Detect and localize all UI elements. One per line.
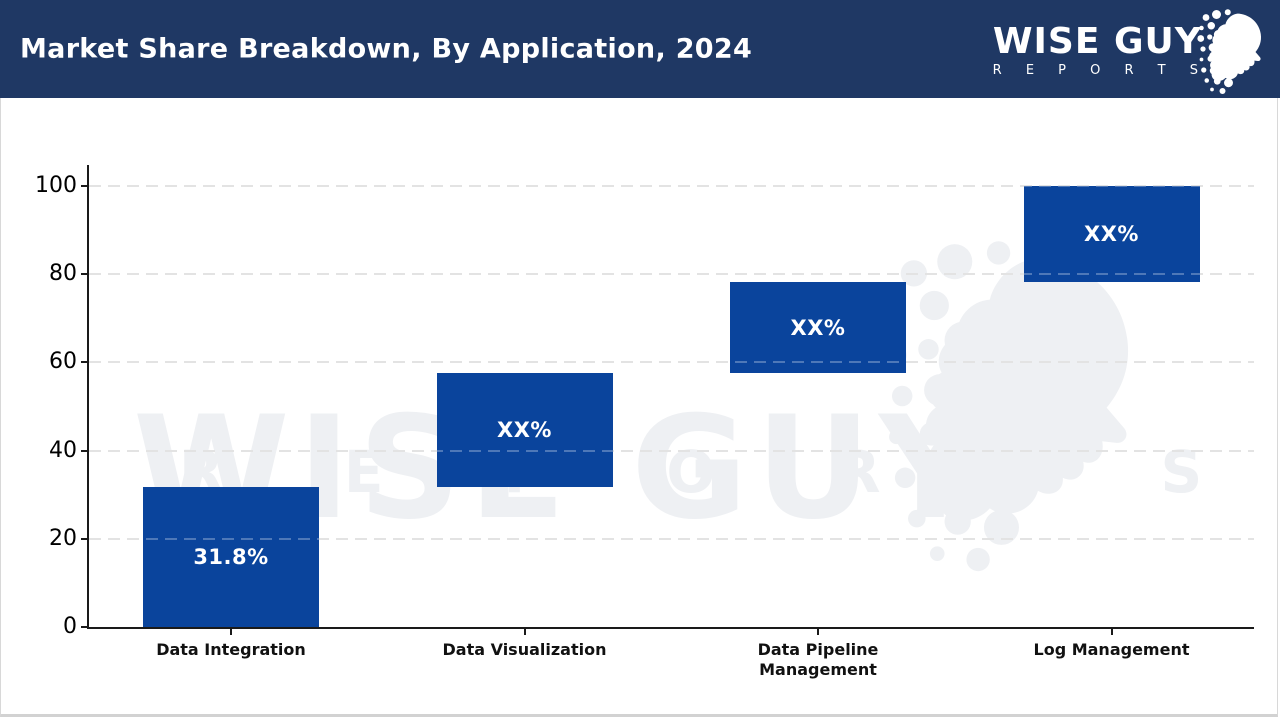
bar-value-label: 31.8% xyxy=(193,544,269,569)
y-tick-label: 60 xyxy=(49,349,77,375)
x-tick xyxy=(230,627,232,635)
header-bar: Market Share Breakdown, By Application, … xyxy=(0,0,1280,98)
x-category-label: Data Pipeline Management xyxy=(757,640,879,679)
y-tick xyxy=(81,361,89,364)
gridline-highlight xyxy=(89,273,1254,276)
gridline-highlight xyxy=(89,185,1254,187)
y-tick xyxy=(81,449,89,452)
x-tick xyxy=(523,627,526,635)
y-tick xyxy=(81,537,89,540)
gridline xyxy=(89,361,1254,364)
wise-guy-head-icon xyxy=(1197,9,1262,94)
x-tick xyxy=(1110,627,1113,635)
bar: 31.8% xyxy=(143,486,319,627)
gridline-highlight xyxy=(89,361,1254,364)
y-tick-label: 80 xyxy=(49,261,77,287)
y-tick xyxy=(81,185,89,187)
chart-area: WISE GUY R E P O R T S 0 20 40 60 80 100 31.8%… xyxy=(0,98,1278,717)
bar: XX% xyxy=(730,282,906,374)
logo-subtitle: R E P O R T S xyxy=(992,62,1208,78)
gridline-highlight xyxy=(89,537,1254,540)
logo-wordmark: WISE GUY xyxy=(992,20,1202,62)
bar-value-label: XX% xyxy=(1084,222,1139,247)
wise-guy-logo: WISE GUY R E P O R T S xyxy=(987,4,1272,94)
gridline xyxy=(89,537,1254,540)
x-axis-line xyxy=(87,627,1254,629)
x-category-label: Data Visualization xyxy=(442,640,607,659)
bar: XX% xyxy=(1023,186,1200,283)
gridline-highlight xyxy=(89,449,1254,452)
gridline xyxy=(89,185,1254,187)
y-tick xyxy=(81,273,89,276)
bar: XX% xyxy=(436,373,613,487)
y-tick-label: 100 xyxy=(35,173,77,198)
gridline xyxy=(89,273,1254,276)
bar-value-label: XX% xyxy=(497,418,552,443)
y-axis-line xyxy=(87,165,89,629)
x-category-label: Data Integration xyxy=(156,640,306,659)
y-tick xyxy=(81,626,89,628)
x-category-label: Log Management xyxy=(1033,640,1190,659)
y-tick-label: 20 xyxy=(49,525,77,551)
logo-text: WISE GUY R E P O R T S xyxy=(987,21,1208,78)
bar-value-label: XX% xyxy=(790,315,846,340)
page-title: Market Share Breakdown, By Application, … xyxy=(20,33,753,65)
x-tick xyxy=(817,627,819,635)
y-tick-label: 40 xyxy=(49,437,77,463)
gridline xyxy=(89,449,1254,452)
y-tick-label: 0 xyxy=(63,614,77,639)
